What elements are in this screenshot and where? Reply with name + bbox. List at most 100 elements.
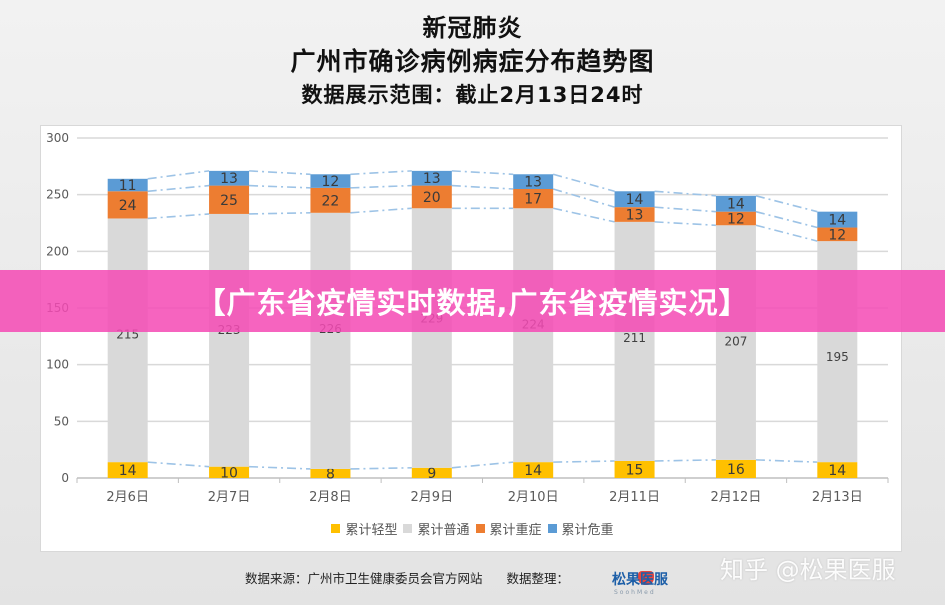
legend-swatch [475,524,485,533]
series-connector-line [552,188,615,208]
cup-icon [638,571,654,585]
data-label: 13 [423,171,441,187]
bar-segment [715,459,756,478]
data-label: 15 [626,463,644,479]
data-label: 12 [727,211,745,227]
x-tick-label: 2月12日 [711,490,762,505]
series-connector-line [755,210,818,229]
banner-text: 【广东省疫情实时数据,广东省疫情实况】 [196,286,749,320]
soohmed-logo: 松果医服 SoohMed [608,561,688,601]
bar-segment [209,466,250,478]
data-label: 14 [727,197,745,213]
legend-swatch [403,524,413,533]
bar-segment [614,461,655,478]
series-connector-line [350,207,412,214]
series-connector-line [350,467,412,470]
x-tick-label: 2月9日 [411,490,454,505]
data-label: 13 [626,208,644,224]
bar-segment [614,207,655,222]
x-tick-label: 2月7日 [208,490,251,505]
legend-item: 累计普通 [403,519,470,538]
series-connector-line [654,459,716,462]
series-connector-line [147,170,210,180]
bar-segment [411,467,452,478]
bar-segment [107,462,148,478]
data-label: 24 [119,198,137,214]
data-label: 13 [220,171,238,187]
series-connector-line [147,184,210,193]
series-connector-line [147,213,210,220]
bar-segment [715,211,756,226]
series-connector-line [451,170,514,176]
legend-label: 累计危重 [561,523,614,538]
data-label: 16 [727,462,745,478]
bar-segment [614,221,655,461]
data-label: 14 [828,213,846,229]
y-tick-label: 50 [54,414,69,428]
bar-segment [310,468,351,478]
y-tick-label: 200 [46,244,69,258]
series-connector-line [451,184,514,190]
y-tick-label: 0 [61,471,69,485]
series-connector-line [249,184,311,189]
data-label: 207 [724,334,747,348]
bar-segment [209,170,250,186]
series-connector-line [654,190,716,197]
bar-segment [513,462,554,478]
bar-segment [817,211,858,228]
bar-segment [817,462,858,478]
series-connector-line [350,184,412,189]
series-connector-line [553,460,615,463]
legend-item: 累计危重 [547,519,614,538]
data-label: 14 [828,463,846,479]
data-source-text: 数据来源：广州市卫生健康委员会官方网站 [245,571,483,586]
data-label: 9 [427,466,436,482]
bar-segment [513,208,554,463]
bar-segment [107,218,148,463]
data-label: 14 [119,463,137,479]
data-organizer-label: 数据整理： [506,571,570,586]
data-label: 11 [119,178,137,194]
bar-segment [411,185,452,209]
chart-legend: 累计轻型 累计普通 累计重症 累计危重 [0,519,945,538]
data-label: 12 [828,227,846,243]
data-label: 22 [322,193,340,209]
bar-segment [310,212,351,469]
series-connector-line [654,221,716,227]
series-connector-line [249,465,311,470]
series-connector-line [451,461,514,469]
series-connector-line [654,206,716,213]
data-label: 10 [220,465,238,481]
bar-segment [310,187,351,213]
legend-item: 累计轻型 [331,519,397,538]
series-connector-line [755,195,818,213]
data-label: 12 [322,174,340,190]
x-tick-label: 2月8日 [309,490,352,505]
legend-label: 累计轻型 [345,523,398,538]
x-tick-label: 2月6日 [106,490,149,505]
data-label: 195 [826,350,849,364]
bar-segment [209,185,250,214]
bar-segment [817,227,858,242]
chart-title-line2: 广州市确诊病例病症分布趋势图 [290,47,655,76]
overlay-banner: 【广东省疫情实时数据,广东省疫情实况】 [0,270,945,332]
bar-segment [107,191,148,219]
series-connector-line [755,224,818,242]
series-connector-line [249,170,311,176]
x-tick-label: 2月10日 [508,490,559,505]
footer: 数据来源：广州市卫生健康委员会官方网站 数据整理： [245,568,569,587]
data-label: 14 [524,463,542,479]
bar-segment [310,174,351,188]
data-label: 20 [423,190,441,206]
bar-segment [614,191,655,208]
legend-item: 累计重症 [475,519,542,538]
bar-segment [209,213,250,467]
y-tick-label: 100 [46,358,69,372]
x-tick-label: 2月11日 [609,490,660,505]
x-tick-label: 2月13日 [812,490,863,505]
legend-swatch [331,524,341,533]
bar-segment [715,225,756,460]
legend-label: 累计普通 [417,523,470,538]
data-label: 14 [626,192,644,208]
legend-label: 累计重症 [489,523,542,538]
